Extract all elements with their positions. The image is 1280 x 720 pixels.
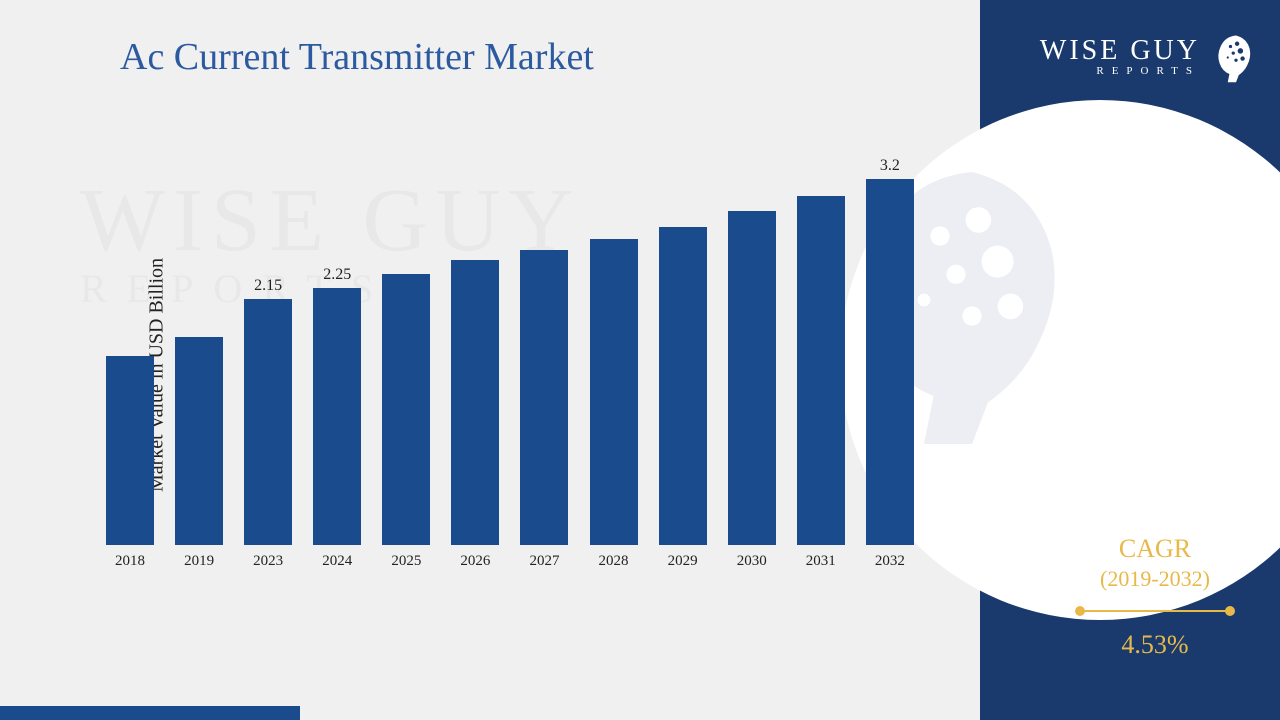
- x-axis-label: 2032: [875, 553, 905, 570]
- x-axis-label: 2030: [737, 553, 767, 570]
- bars-container: 2018 2019 2.15 2023 2.25 2024 2025 2026 2027 2028…: [100, 170, 920, 570]
- bar: [797, 196, 845, 545]
- cagr-title: CAGR: [1080, 534, 1230, 564]
- cagr-box: CAGR (2019-2032) 4.53%: [1080, 534, 1230, 660]
- bar-group: 2031: [791, 196, 851, 570]
- bar-group: 2028: [584, 239, 644, 570]
- x-axis-label: 2029: [668, 553, 698, 570]
- bar: [451, 260, 499, 545]
- bar: [659, 227, 707, 545]
- bar-chart: Market Value in USD Billion 201820192.15…: [70, 150, 920, 600]
- bar-value-label: 2.25: [323, 266, 351, 284]
- bar: [106, 356, 154, 545]
- bar: 2.15: [244, 299, 292, 545]
- bar-group: 2030: [722, 211, 782, 570]
- head-profile-icon: [1203, 30, 1258, 85]
- cagr-value: 4.53%: [1080, 630, 1230, 660]
- x-axis-label: 2018: [115, 553, 145, 570]
- cagr-period: (2019-2032): [1080, 566, 1230, 592]
- bar-group: 2018: [100, 356, 160, 570]
- bar-group: 2.25 2024: [307, 288, 367, 570]
- bar-group: 2029: [653, 227, 713, 570]
- x-axis-label: 2026: [460, 553, 490, 570]
- bar: [728, 211, 776, 545]
- bar-group: 2019: [169, 337, 229, 570]
- bar-value-label: 2.15: [254, 277, 282, 295]
- bar: [590, 239, 638, 545]
- bottom-accent-bar: [0, 706, 300, 720]
- x-axis-label: 2024: [322, 553, 352, 570]
- bar: [175, 337, 223, 545]
- bar: 3.2: [866, 179, 914, 545]
- cagr-divider: [1080, 610, 1230, 612]
- x-axis-label: 2023: [253, 553, 283, 570]
- bar-group: 2026: [445, 260, 505, 570]
- x-axis-label: 2019: [184, 553, 214, 570]
- brand-logo: WISE GUY REPORTS: [1040, 35, 1250, 77]
- x-axis-label: 2027: [529, 553, 559, 570]
- x-axis-label: 2028: [599, 553, 629, 570]
- bar: [520, 250, 568, 545]
- bar-group: 2025: [376, 274, 436, 570]
- bar-group: 2027: [514, 250, 574, 570]
- bar-value-label: 3.2: [880, 157, 900, 175]
- chart-title: Ac Current Transmitter Market: [120, 35, 594, 79]
- x-axis-label: 2031: [806, 553, 836, 570]
- x-axis-label: 2025: [391, 553, 421, 570]
- bar: 2.25: [313, 288, 361, 545]
- infographic-container: Ac Current Transmitter Market WISE GUY R…: [0, 0, 1280, 720]
- bar-group: 3.2 2032: [860, 179, 920, 570]
- bar-group: 2.15 2023: [238, 299, 298, 570]
- bar: [382, 274, 430, 545]
